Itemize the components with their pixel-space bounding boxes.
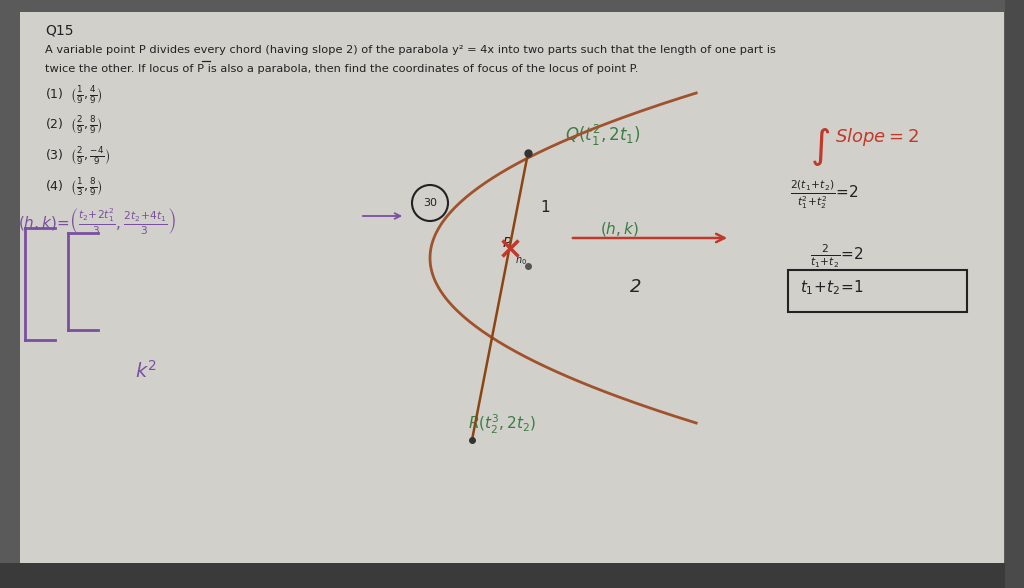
Text: twice the other. If locus of P is also a parabola, then find the coordinates of : twice the other. If locus of P is also a… bbox=[45, 64, 638, 74]
Text: $t_1\!+\!t_2\!=\!1$: $t_1\!+\!t_2\!=\!1$ bbox=[800, 278, 864, 297]
Text: $h_0$: $h_0$ bbox=[514, 253, 526, 266]
Text: $Slope=2$: $Slope=2$ bbox=[835, 126, 919, 148]
Text: Q15: Q15 bbox=[45, 23, 74, 37]
Text: $\frac{2}{t_1\!+\!t_2}\!=\!2$: $\frac{2}{t_1\!+\!t_2}\!=\!2$ bbox=[810, 243, 864, 270]
Text: $\int$: $\int$ bbox=[810, 126, 830, 168]
Text: (4)  $\left(\frac{1}{3},\frac{8}{9}\right)$: (4) $\left(\frac{1}{3},\frac{8}{9}\right… bbox=[45, 176, 103, 198]
Text: $(h,k)$: $(h,k)$ bbox=[600, 220, 639, 238]
Bar bbox=[0, 563, 1024, 588]
Text: 30: 30 bbox=[423, 198, 437, 208]
Text: 1: 1 bbox=[540, 200, 550, 215]
Text: $\frac{2(t_1\!+\!t_2)}{t_1^2\!+\!t_2^2}\!=\!2$: $\frac{2(t_1\!+\!t_2)}{t_1^2\!+\!t_2^2}\… bbox=[790, 178, 859, 211]
Text: (2)  $\left(\frac{2}{9},\frac{8}{9}\right)$: (2) $\left(\frac{2}{9},\frac{8}{9}\right… bbox=[45, 114, 103, 136]
Bar bbox=[1005, 0, 1024, 588]
Text: $(h,k)\!=\!\left(\frac{t_2\!+\!2t_1^2}{3},\frac{2t_2\!+\!4t_1}{3}\right)$: $(h,k)\!=\!\left(\frac{t_2\!+\!2t_1^2}{3… bbox=[18, 206, 176, 236]
Text: $Q(t_1^2,2t_1)$: $Q(t_1^2,2t_1)$ bbox=[565, 123, 641, 148]
Text: 2: 2 bbox=[630, 278, 641, 296]
Text: A variable point P divides every chord (having slope 2) of the parabola y² = 4x : A variable point P divides every chord (… bbox=[45, 45, 776, 55]
Text: $k^2$: $k^2$ bbox=[135, 360, 157, 382]
Text: $R(t_2^3,2t_2)$: $R(t_2^3,2t_2)$ bbox=[468, 413, 537, 436]
Text: $P$: $P$ bbox=[502, 236, 512, 250]
Text: (1)  $\left(\frac{1}{9},\frac{4}{9}\right)$: (1) $\left(\frac{1}{9},\frac{4}{9}\right… bbox=[45, 84, 103, 106]
Text: (3)  $\left(\frac{2}{9},\frac{-4}{9}\right)$: (3) $\left(\frac{2}{9},\frac{-4}{9}\righ… bbox=[45, 145, 111, 167]
